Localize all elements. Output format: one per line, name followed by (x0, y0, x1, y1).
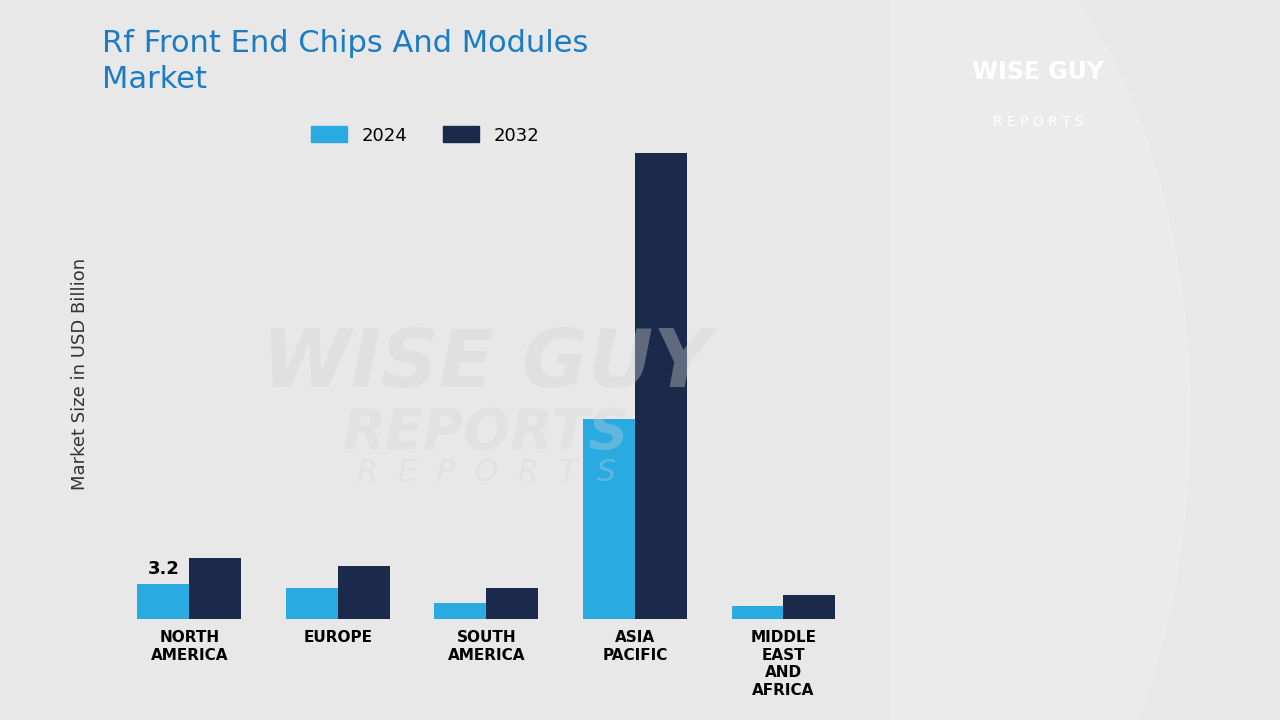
Bar (486, 588, 539, 619)
Y-axis label: Market Size in USD Billion: Market Size in USD Billion (70, 258, 88, 490)
Text: REPORTS: REPORTS (343, 406, 630, 460)
Bar (137, 584, 189, 619)
Bar (189, 558, 242, 619)
Text: Rf Front End Chips And Modules
Market: Rf Front End Chips And Modules Market (102, 29, 589, 94)
Bar (635, 153, 687, 619)
Text: R E P O R T S: R E P O R T S (992, 115, 1083, 130)
Bar (285, 588, 338, 619)
Legend: 2024, 2032: 2024, 2032 (303, 119, 547, 152)
Bar (582, 419, 635, 619)
Bar (731, 606, 783, 619)
Bar (434, 603, 486, 619)
Bar (783, 595, 836, 619)
Text: WISE GUY: WISE GUY (972, 60, 1103, 84)
Text: R  E  P  O  R  T  S: R E P O R T S (357, 458, 616, 487)
Text: 3.2: 3.2 (147, 560, 179, 578)
Text: WISE GUY: WISE GUY (261, 325, 712, 404)
Circle shape (628, 0, 1190, 720)
Bar (338, 566, 390, 619)
